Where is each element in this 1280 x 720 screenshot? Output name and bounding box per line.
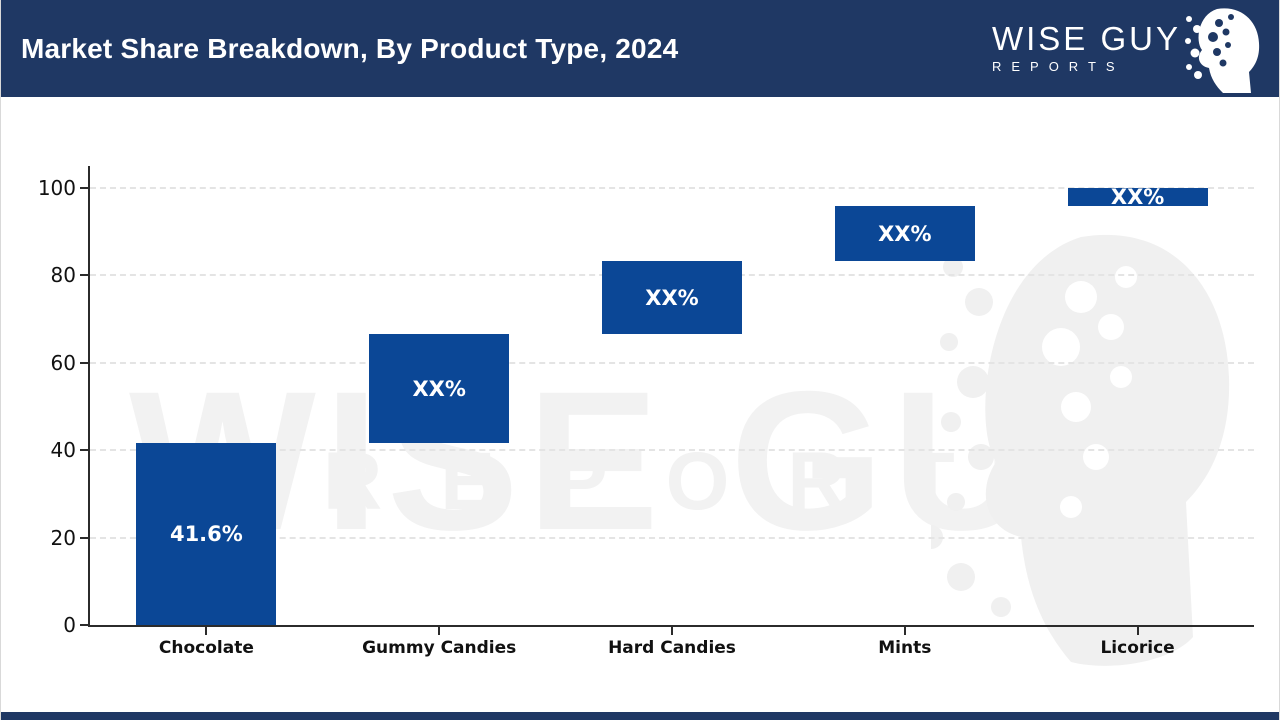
y-tick-mark-20 bbox=[80, 536, 88, 539]
gridline-100 bbox=[90, 186, 1254, 189]
y-tick-label-20: 20 bbox=[50, 525, 76, 550]
y-tick-label-100: 100 bbox=[37, 175, 76, 200]
x-tick-mark-2 bbox=[438, 627, 441, 635]
x-category-label: Hard Candies bbox=[608, 638, 736, 658]
gridline-60 bbox=[90, 361, 1254, 364]
bar-value-label: XX% bbox=[878, 221, 932, 246]
plot-area: 0 20 40 60 80 100 41.6% Chocolate XX% Gummy Candi… bbox=[38, 166, 1254, 658]
x-tick-mark-5 bbox=[1136, 627, 1139, 635]
x-category-label: Gummy Candies bbox=[362, 638, 517, 658]
logo-wordmark: WISE GUY bbox=[991, 20, 1181, 57]
logo-subtitle: REPORTS bbox=[991, 59, 1125, 74]
y-tick-mark-0 bbox=[80, 624, 88, 626]
x-tick-mark-3 bbox=[671, 627, 673, 635]
bar-value-label: 41.6% bbox=[169, 522, 243, 547]
x-category-label: Licorice bbox=[1100, 638, 1175, 658]
bar-mints: XX% bbox=[834, 206, 975, 262]
y-axis-line bbox=[88, 166, 90, 627]
bar-chocolate: 41.6% bbox=[136, 443, 277, 625]
y-tick-label-40: 40 bbox=[50, 438, 76, 463]
y-tick-mark-100 bbox=[80, 186, 88, 189]
x-tick-mark-1 bbox=[205, 627, 208, 635]
chart-canvas: WISE GUY REPORTS 0 20 40 60 8 bbox=[1, 97, 1279, 712]
x-axis-line bbox=[88, 625, 1254, 627]
footer-bar bbox=[1, 712, 1279, 720]
logo-text: WISE GUY REPORTS bbox=[992, 22, 1181, 75]
bar-licorice: XX% bbox=[1067, 185, 1208, 210]
y-tick-label-60: 60 bbox=[50, 350, 76, 375]
y-tick-mark-60 bbox=[80, 361, 88, 364]
x-tick-mark-4 bbox=[903, 627, 906, 635]
y-tick-mark-80 bbox=[80, 274, 88, 277]
logo-head-icon bbox=[1185, 7, 1260, 93]
header: Market Share Breakdown, By Product Type,… bbox=[1, 0, 1279, 97]
watermark-subtitle: REPORTS bbox=[323, 436, 1126, 527]
y-tick-label-0: 0 bbox=[63, 613, 76, 637]
gridline-20 bbox=[90, 536, 1254, 539]
y-tick-mark-40 bbox=[80, 449, 88, 452]
bar-value-label: XX% bbox=[1110, 185, 1165, 210]
x-category-label: Mints bbox=[878, 638, 932, 658]
x-category-label: Chocolate bbox=[158, 638, 254, 658]
page-title: Market Share Breakdown, By Product Type,… bbox=[21, 32, 679, 64]
bar-value-label: XX% bbox=[412, 376, 466, 401]
y-tick-label-80: 80 bbox=[50, 263, 76, 288]
bar-value-label: XX% bbox=[645, 285, 699, 310]
bar-hard-candies: XX% bbox=[602, 261, 742, 334]
wise-guy-reports-logo: WISE GUY REPORTS bbox=[992, 5, 1263, 93]
bar-gummy-candies: XX% bbox=[369, 333, 510, 444]
gridline-40 bbox=[90, 449, 1254, 452]
